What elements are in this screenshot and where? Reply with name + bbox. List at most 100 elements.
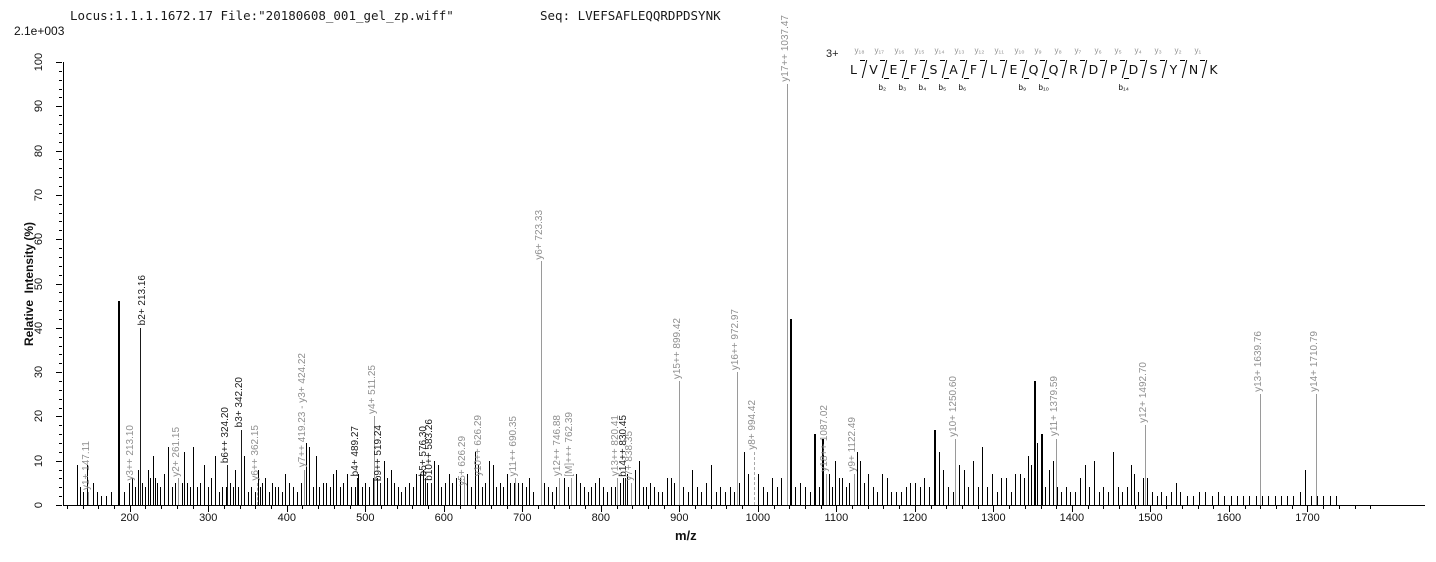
fragment-mark-icon xyxy=(921,60,927,78)
b-ion-mark-icon xyxy=(923,78,929,79)
peak xyxy=(268,491,270,505)
y-tick xyxy=(59,363,62,365)
fragment-site: y₁₃ b₆ xyxy=(955,46,969,92)
x-tick xyxy=(129,506,131,512)
x-tick xyxy=(679,506,681,512)
b-ion-mark-icon xyxy=(883,78,889,79)
y-ion-peak-line xyxy=(630,482,632,505)
peak xyxy=(1142,478,1144,505)
peak xyxy=(434,460,436,505)
peak xyxy=(776,487,778,505)
x-tick xyxy=(1323,506,1325,509)
fragment-site: y₁₇ b₂ xyxy=(875,46,889,92)
peak xyxy=(326,482,327,505)
fragment-mark-icon xyxy=(1161,60,1167,78)
peak xyxy=(154,478,156,505)
peak xyxy=(488,460,490,505)
peak xyxy=(1274,496,1276,505)
peak xyxy=(300,482,302,505)
peak xyxy=(247,491,249,505)
peak xyxy=(822,438,825,505)
y-ion-tag: y₁₇ xyxy=(874,46,884,55)
y-ion-mark-icon xyxy=(1059,60,1065,61)
peak xyxy=(193,447,195,505)
fragment-mark-icon xyxy=(1081,60,1087,78)
peak xyxy=(781,478,783,505)
peak xyxy=(506,473,508,505)
peak xyxy=(591,487,593,505)
y-ion-label: y18++ 1087.02 xyxy=(819,405,831,472)
peak xyxy=(377,478,379,505)
x-tick xyxy=(1119,506,1121,509)
b-ion-tag: b₂ xyxy=(878,83,887,92)
peak xyxy=(1249,496,1251,505)
peak xyxy=(132,478,134,505)
residue-letter: E xyxy=(889,61,898,77)
peak xyxy=(1020,473,1022,505)
peak xyxy=(991,473,993,505)
y-tick-label: 60 xyxy=(33,233,45,246)
y-tick xyxy=(56,62,62,63)
peak xyxy=(365,482,367,505)
peak xyxy=(1180,491,1182,505)
peak xyxy=(336,469,338,505)
y-tick xyxy=(56,283,62,285)
peak xyxy=(1218,491,1219,505)
peak xyxy=(124,491,126,505)
b-ion-tag: b₁₀ xyxy=(1038,83,1049,92)
peak xyxy=(1037,442,1039,505)
y-ion-peak-line xyxy=(616,478,618,505)
x-tick xyxy=(852,506,854,509)
peak xyxy=(1024,478,1025,505)
peak xyxy=(701,491,703,505)
residue-letter: R xyxy=(1069,61,1078,77)
peak xyxy=(308,447,310,505)
peak xyxy=(401,491,403,505)
residue-letter: F xyxy=(909,61,918,77)
y-ion-label: y16++ 972.97 xyxy=(729,308,741,371)
peak xyxy=(929,487,930,505)
residue-letter: S xyxy=(1149,61,1158,77)
peak xyxy=(1070,491,1072,505)
peak xyxy=(834,460,836,505)
b-ion-mark-icon xyxy=(1123,78,1129,79)
y-ion-label: [M]+++ 762.39 xyxy=(564,411,576,477)
peak xyxy=(963,469,965,505)
y-tick-label: 100 xyxy=(33,52,45,72)
peak xyxy=(254,491,256,505)
y-tick xyxy=(59,434,62,436)
y-tick xyxy=(56,505,62,506)
fragment-mark-icon xyxy=(901,60,907,78)
x-tick xyxy=(804,506,806,509)
peak xyxy=(1255,496,1257,505)
peak xyxy=(1230,496,1232,505)
b-ion-mark-icon xyxy=(1023,78,1029,79)
peak xyxy=(1001,478,1003,505)
peak xyxy=(1075,491,1077,505)
peak xyxy=(278,487,280,505)
peak xyxy=(282,491,284,505)
peak xyxy=(762,487,764,505)
peak xyxy=(603,487,605,505)
peak xyxy=(243,456,245,505)
x-tick xyxy=(475,506,477,509)
y-tick xyxy=(59,212,62,214)
x-tick xyxy=(506,506,508,509)
x-tick-label: 300 xyxy=(199,512,218,524)
peak xyxy=(394,482,396,505)
sequence-label: Seq: LVEFSAFLEQQRDPDSYNK xyxy=(540,8,721,23)
fragment-mark-icon xyxy=(1141,60,1147,78)
peak xyxy=(1192,496,1194,505)
y-ion-peak-line xyxy=(787,84,789,505)
peak xyxy=(666,478,668,505)
peak xyxy=(1108,491,1110,505)
peak xyxy=(1323,496,1325,505)
peak xyxy=(1031,465,1033,505)
x-tick xyxy=(161,506,163,509)
peak xyxy=(1175,482,1177,505)
x-tick xyxy=(1040,506,1042,509)
y-tick xyxy=(59,88,62,90)
peak xyxy=(859,460,861,505)
peak xyxy=(1060,491,1062,505)
